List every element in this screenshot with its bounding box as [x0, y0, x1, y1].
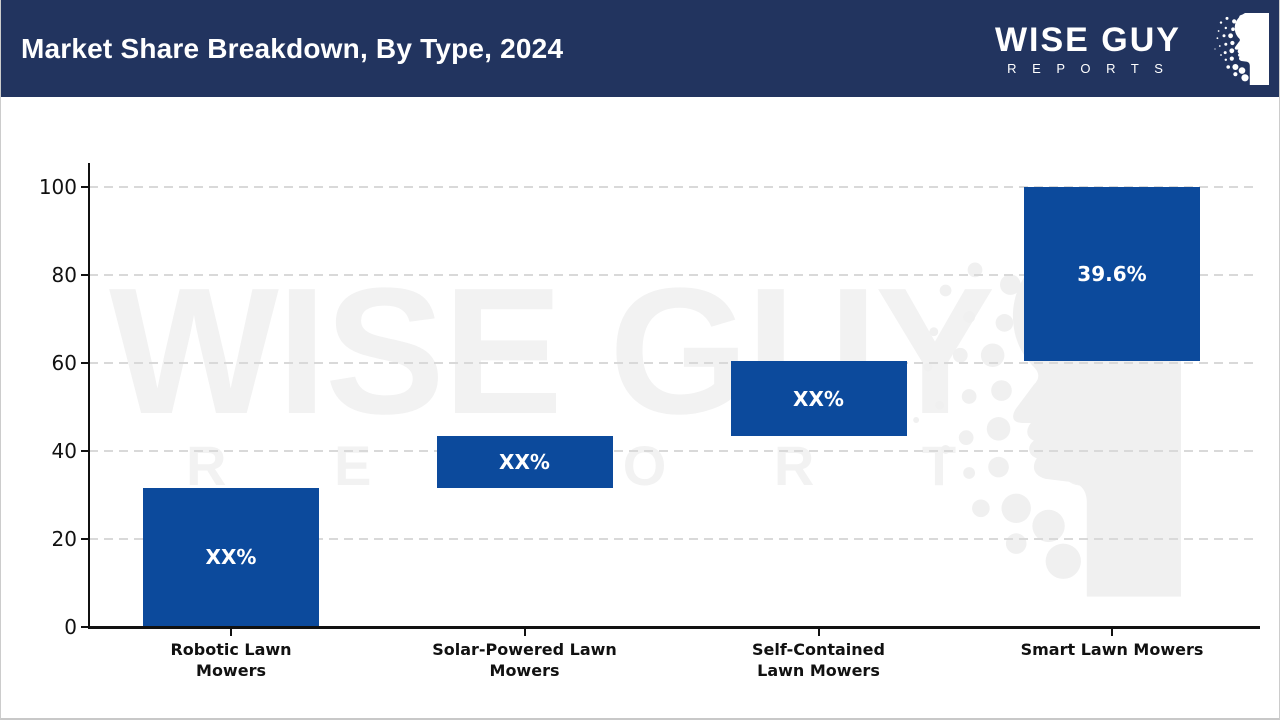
- gridline: [89, 538, 1259, 540]
- gridline: [89, 186, 1259, 188]
- x-axis-category-label: Solar-Powered Lawn Mowers: [432, 640, 617, 680]
- bar-segment: XX%: [436, 436, 613, 488]
- x-axis-tick-mark: [230, 629, 232, 636]
- bar-segment: XX%: [730, 361, 907, 437]
- x-axis-category-label: Smart Lawn Mowers: [1020, 640, 1204, 659]
- header-bar: Market Share Breakdown, By Type, 2024 WI…: [1, 0, 1279, 97]
- x-axis-category-label: Self-Contained Lawn Mowers: [752, 640, 885, 680]
- wiseguy-head-icon: [1185, 7, 1269, 91]
- x-axis-line: [88, 626, 1260, 629]
- bar-value-label: XX%: [205, 545, 257, 570]
- y-axis-tick-mark: [81, 362, 88, 364]
- chart-title: Market Share Breakdown, By Type, 2024: [21, 32, 564, 64]
- x-axis-tick-mark: [817, 629, 820, 636]
- y-axis-tick-mark: [81, 186, 88, 188]
- bar-segment: XX%: [143, 487, 319, 627]
- bar-value-label: XX%: [793, 386, 844, 411]
- gridline: [89, 274, 1259, 276]
- y-axis-tick-label: 0: [64, 615, 77, 639]
- x-axis-category-label: Robotic Lawn Mowers: [170, 640, 292, 680]
- y-axis-tick-label: 40: [51, 439, 77, 463]
- y-axis-tick-mark: [81, 274, 88, 276]
- x-axis-tick-mark: [523, 629, 526, 636]
- bar-segment: 39.6%: [1024, 187, 1200, 362]
- gridline: [89, 450, 1259, 452]
- y-axis-tick-mark: [81, 538, 88, 540]
- gridline: [89, 362, 1259, 364]
- y-axis-line: [88, 162, 90, 629]
- brand-subtitle: R E P O R T S: [1007, 60, 1169, 76]
- brand-name: WISE GUY: [994, 20, 1181, 59]
- y-axis-tick-mark: [81, 450, 88, 452]
- x-axis-tick-mark: [1111, 629, 1113, 636]
- y-axis-tick-label: 80: [51, 263, 77, 287]
- bar-value-label: 39.6%: [1077, 262, 1147, 287]
- y-axis-tick-mark: [81, 626, 88, 628]
- bar-value-label: XX%: [499, 449, 550, 474]
- brand-wordmark: WISE GUY R E P O R T S: [995, 23, 1181, 75]
- y-axis-tick-label: 60: [51, 351, 77, 375]
- brand-logo: WISE GUY R E P O R T S: [995, 7, 1269, 91]
- y-axis-tick-label: 100: [38, 175, 77, 199]
- y-axis-tick-label: 20: [51, 527, 77, 551]
